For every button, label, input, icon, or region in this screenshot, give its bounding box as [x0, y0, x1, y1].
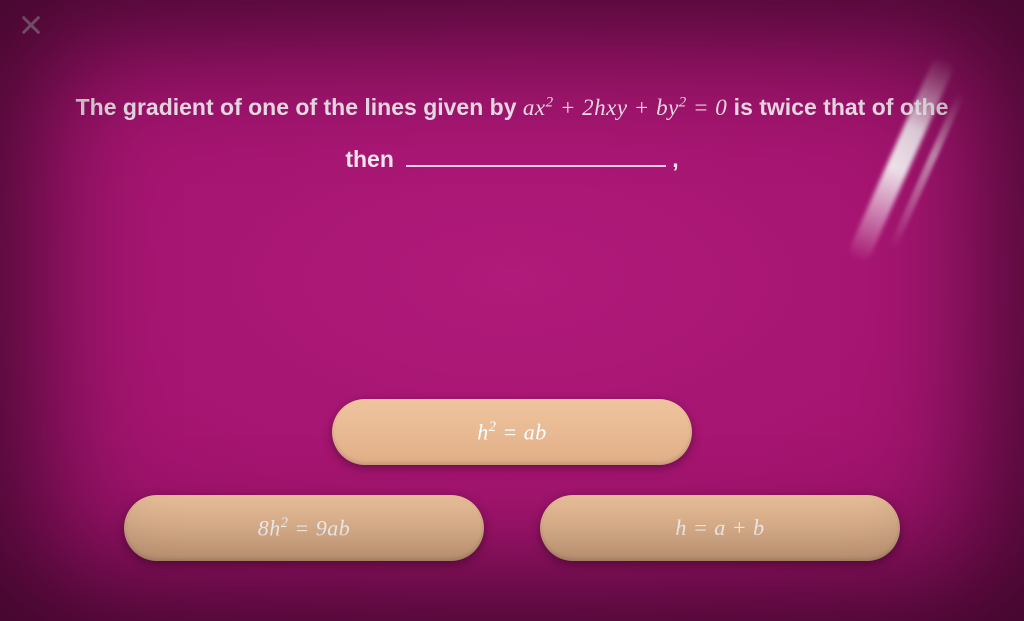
answer-1-text: h2 = ab: [477, 419, 547, 445]
question-comma: ,: [672, 146, 678, 172]
close-icon[interactable]: [20, 14, 42, 36]
fill-blank: [406, 146, 666, 167]
question-pre: The gradient of one of the lines given b…: [76, 94, 523, 120]
quiz-screen: The gradient of one of the lines given b…: [0, 0, 1024, 621]
answer-option-2[interactable]: 8h2 = 9ab: [124, 495, 484, 561]
answer-option-1[interactable]: h2 = ab: [332, 399, 692, 465]
question-then: then: [345, 146, 394, 172]
answer-3-text: h = a + b: [675, 515, 764, 541]
answers-row-1: h2 = ab: [332, 399, 692, 465]
answers-container: h2 = ab 8h2 = 9ab h = a + b: [0, 399, 1024, 561]
question-equation: ax2 + 2hxy + by2 = 0: [523, 95, 727, 120]
answer-option-3[interactable]: h = a + b: [540, 495, 900, 561]
answer-2-text: 8h2 = 9ab: [258, 515, 351, 541]
question-text: The gradient of one of the lines given b…: [0, 82, 1024, 184]
question-post: is twice that of othe: [727, 94, 948, 120]
answers-row-2: 8h2 = 9ab h = a + b: [124, 495, 900, 561]
